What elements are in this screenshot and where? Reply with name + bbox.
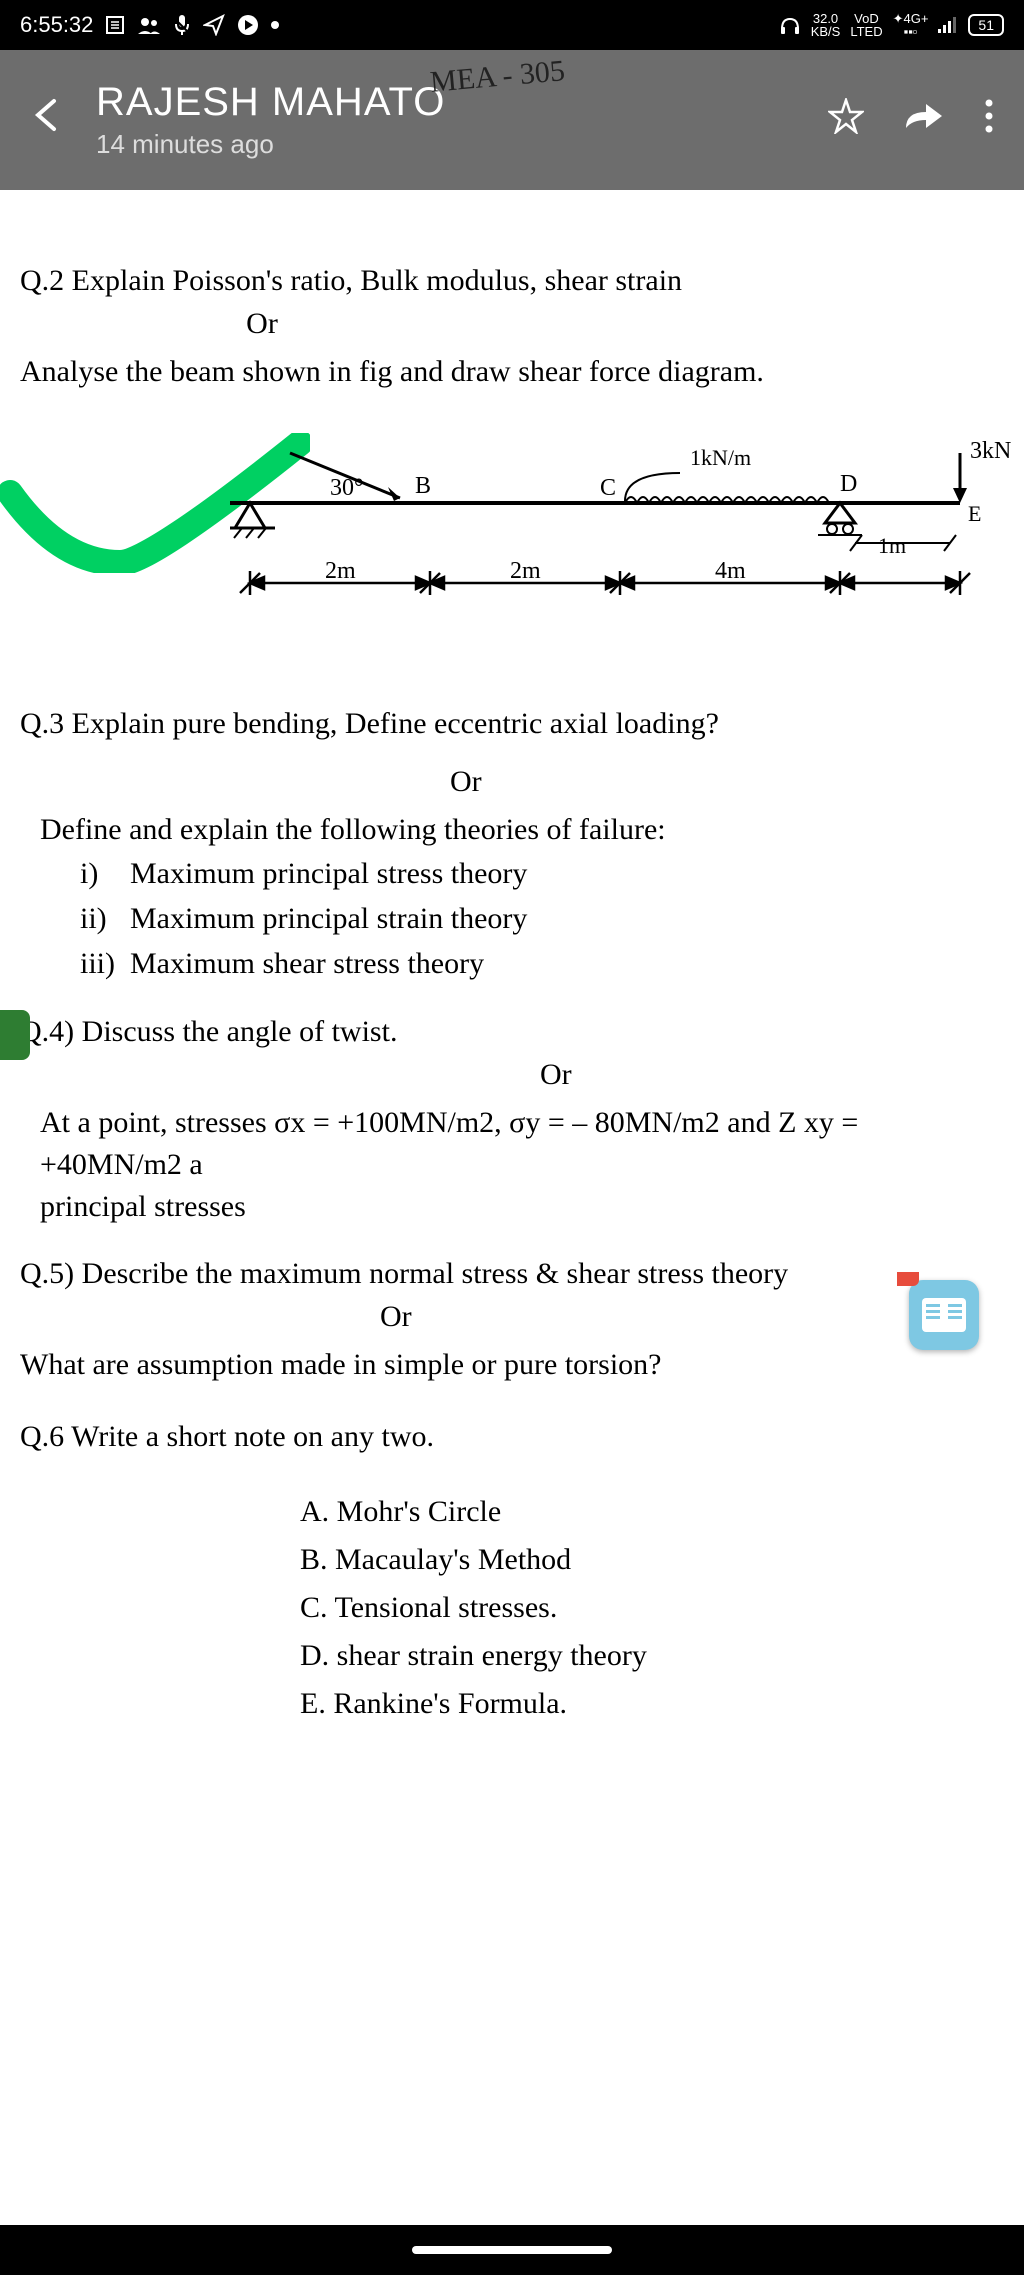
reader-icon (105, 15, 125, 35)
back-button[interactable] (30, 97, 66, 143)
dim-2m-1: 2m (325, 558, 356, 584)
nav-bar (0, 2225, 1024, 2275)
q6-options: A. Mohr's Circle B. Macaulay's Method C.… (20, 1488, 1004, 1728)
dim-1m: 1m (878, 533, 906, 558)
q4-text: Q.4) Discuss the angle of twist. (20, 1011, 1004, 1053)
q4-alt1: At a point, stresses σx = +100MN/m2, σy … (20, 1102, 1004, 1186)
book-icon (922, 1298, 966, 1332)
angle-label: 30° (330, 475, 364, 501)
point-b: B (415, 473, 431, 499)
q3-define: Define and explain the following theorie… (20, 809, 1004, 851)
q6-text: Q.6 Write a short note on any two. (20, 1416, 1004, 1458)
star-button[interactable] (828, 98, 864, 143)
dictionary-float-button[interactable] (909, 1280, 979, 1350)
share-button[interactable] (904, 99, 944, 141)
volte-indicator: VoD LTED (850, 12, 882, 38)
point-d: D (840, 471, 857, 497)
dim-4m: 4m (715, 558, 746, 584)
nav-pill[interactable] (412, 2246, 612, 2254)
q3-or: Or (20, 765, 1004, 799)
status-left: 6:55:32 (20, 12, 279, 38)
q3-list: i)Maximum principal stress theory ii)Max… (20, 851, 1004, 986)
q2-or: Or (20, 307, 1004, 341)
header-subtitle: 14 minutes ago (96, 129, 798, 160)
point-c: C (600, 475, 616, 501)
q4-alt2: principal stresses (20, 1186, 1004, 1228)
point-load: 3kN (970, 438, 1011, 464)
q5-text: Q.5) Describe the maximum normal stress … (20, 1253, 1004, 1295)
network-type: ✦4G+ ▪▪▫ (893, 12, 929, 38)
status-time: 6:55:32 (20, 12, 93, 38)
point-e: E (968, 501, 981, 526)
send-icon (203, 14, 225, 36)
status-dot (271, 21, 279, 29)
play-icon (237, 14, 259, 36)
beam-svg: 30° B C 1kN/m D 3kN (230, 423, 1020, 653)
q2-text: Q.2 Explain Poisson's ratio, Bulk modulu… (20, 260, 1004, 302)
header-actions (828, 98, 994, 143)
status-right: 32.0 KB/S VoD LTED ✦4G+ ▪▪▫ 51 (779, 12, 1004, 38)
more-button[interactable] (984, 98, 994, 143)
people-icon (137, 16, 161, 34)
q5-alt: What are assumption made in simple or pu… (20, 1344, 1004, 1386)
q4-or: Or (20, 1058, 1004, 1092)
mic-icon (173, 14, 191, 36)
signal-icon (938, 17, 958, 33)
battery-indicator: 51 (968, 14, 1004, 36)
dim-2m-2: 2m (510, 558, 541, 584)
q2-alt: Analyse the beam shown in fig and draw s… (20, 351, 1004, 393)
beam-diagram: 30° B C 1kN/m D 3kN (20, 423, 1004, 673)
app-header: MEA - 305 RAJESH MAHATO 14 minutes ago (0, 50, 1024, 190)
net-speed: 32.0 KB/S (811, 12, 841, 38)
green-marker (0, 1010, 30, 1060)
headphones-icon (779, 15, 801, 35)
q5-or: Or (20, 1300, 1004, 1334)
status-bar: 6:55:32 32.0 KB/S VoD LTED ✦4G+ ▪▪▫ 51 (0, 0, 1024, 50)
q3-text: Q.3 Explain pure bending, Define eccentr… (20, 703, 1004, 745)
document-photo[interactable]: Q.2 Explain Poisson's ratio, Bulk modulu… (10, 230, 1014, 1748)
content-area: Q.2 Explain Poisson's ratio, Bulk modulu… (0, 190, 1024, 1748)
udl-label: 1kN/m (690, 445, 751, 470)
